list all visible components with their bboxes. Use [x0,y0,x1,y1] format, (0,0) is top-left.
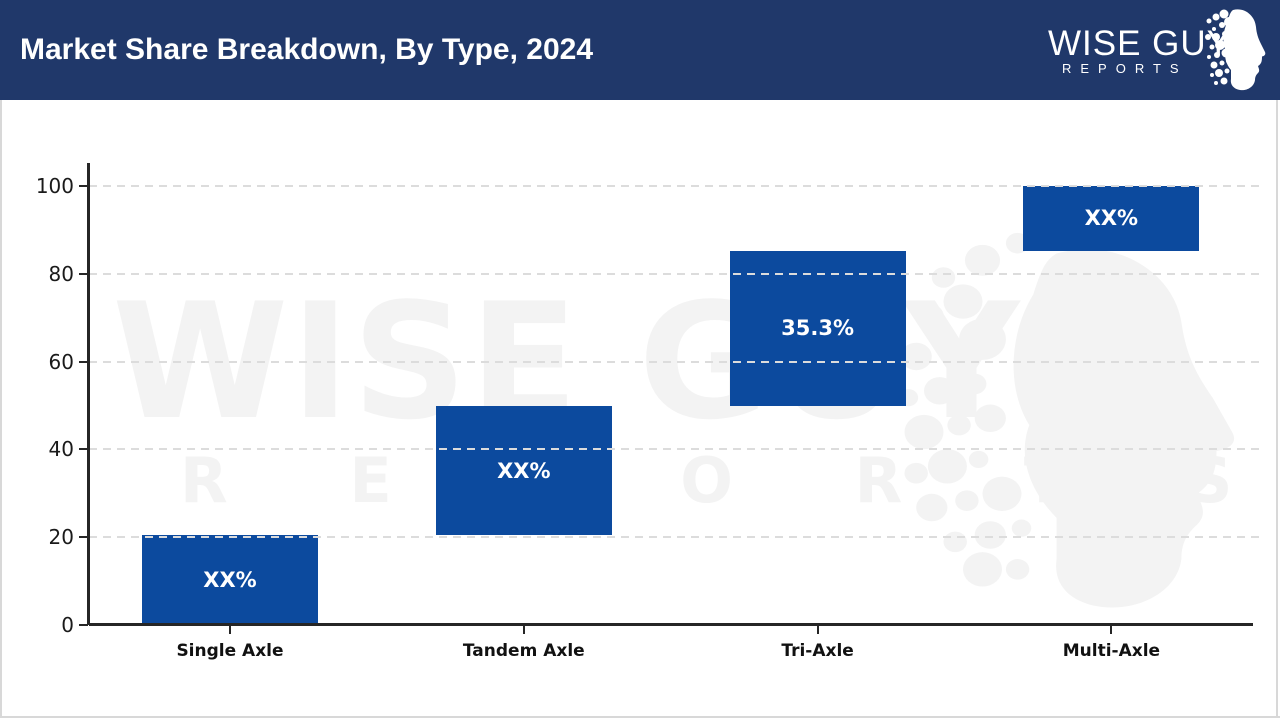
bar-segment [1023,186,1200,251]
page-title: Market Share Breakdown, By Type, 2024 [20,33,594,66]
bar-segment [435,405,612,536]
bar-segment [142,535,318,625]
grid-line [89,360,1264,363]
bar-segment [729,250,906,406]
y-axis-tick-label: 20 [48,525,74,550]
y-axis-line [87,163,90,625]
x-category-label: Single Axle [176,641,284,661]
bar-value-label: 35.3% [781,316,855,341]
frame-left-border [0,100,2,717]
brand-head-icon [1205,9,1266,91]
brand-subtext: REPORTS [1062,61,1188,76]
bar-value-label: XX% [203,568,257,593]
y-axis-tick [79,272,88,275]
watermark-dotted-head-logo [898,232,1235,608]
y-axis-tick [79,536,88,539]
grid-line [89,448,1264,451]
bar-value-label: XX% [1084,206,1139,231]
grid-line [89,272,1264,275]
x-axis-tick [522,625,525,634]
brand-wordmark: WISE GUY [1048,24,1232,63]
x-axis-tick [229,625,231,634]
grid-line [89,536,1264,539]
y-axis-tick [79,185,88,187]
x-category-label: Tri-Axle [781,641,854,661]
frame-right-border [1276,100,1278,717]
brand-logo: WISE GUY REPORTS [1018,0,1268,100]
y-axis-tick-label: 40 [48,437,74,462]
frame-bottom-border [0,716,1280,718]
x-category-label: Tandem Axle [462,641,585,661]
y-axis-tick-label: 100 [35,174,74,198]
x-axis-tick [816,625,819,634]
y-axis-tick-label: 0 [61,613,74,637]
bar-value-label: XX% [497,458,551,483]
y-axis-tick [79,624,88,626]
y-axis-tick-label: 80 [48,261,74,286]
x-axis-line [89,623,1253,626]
x-category-label: Multi-Axle [1062,641,1161,661]
y-axis-tick [79,448,88,451]
x-axis-tick [1110,625,1113,634]
y-axis-tick [79,360,88,363]
y-axis-tick-label: 60 [48,349,74,374]
header-bar: Market Share Breakdown, By Type, 2024 WI… [0,0,1280,100]
grid-line [89,185,1264,187]
